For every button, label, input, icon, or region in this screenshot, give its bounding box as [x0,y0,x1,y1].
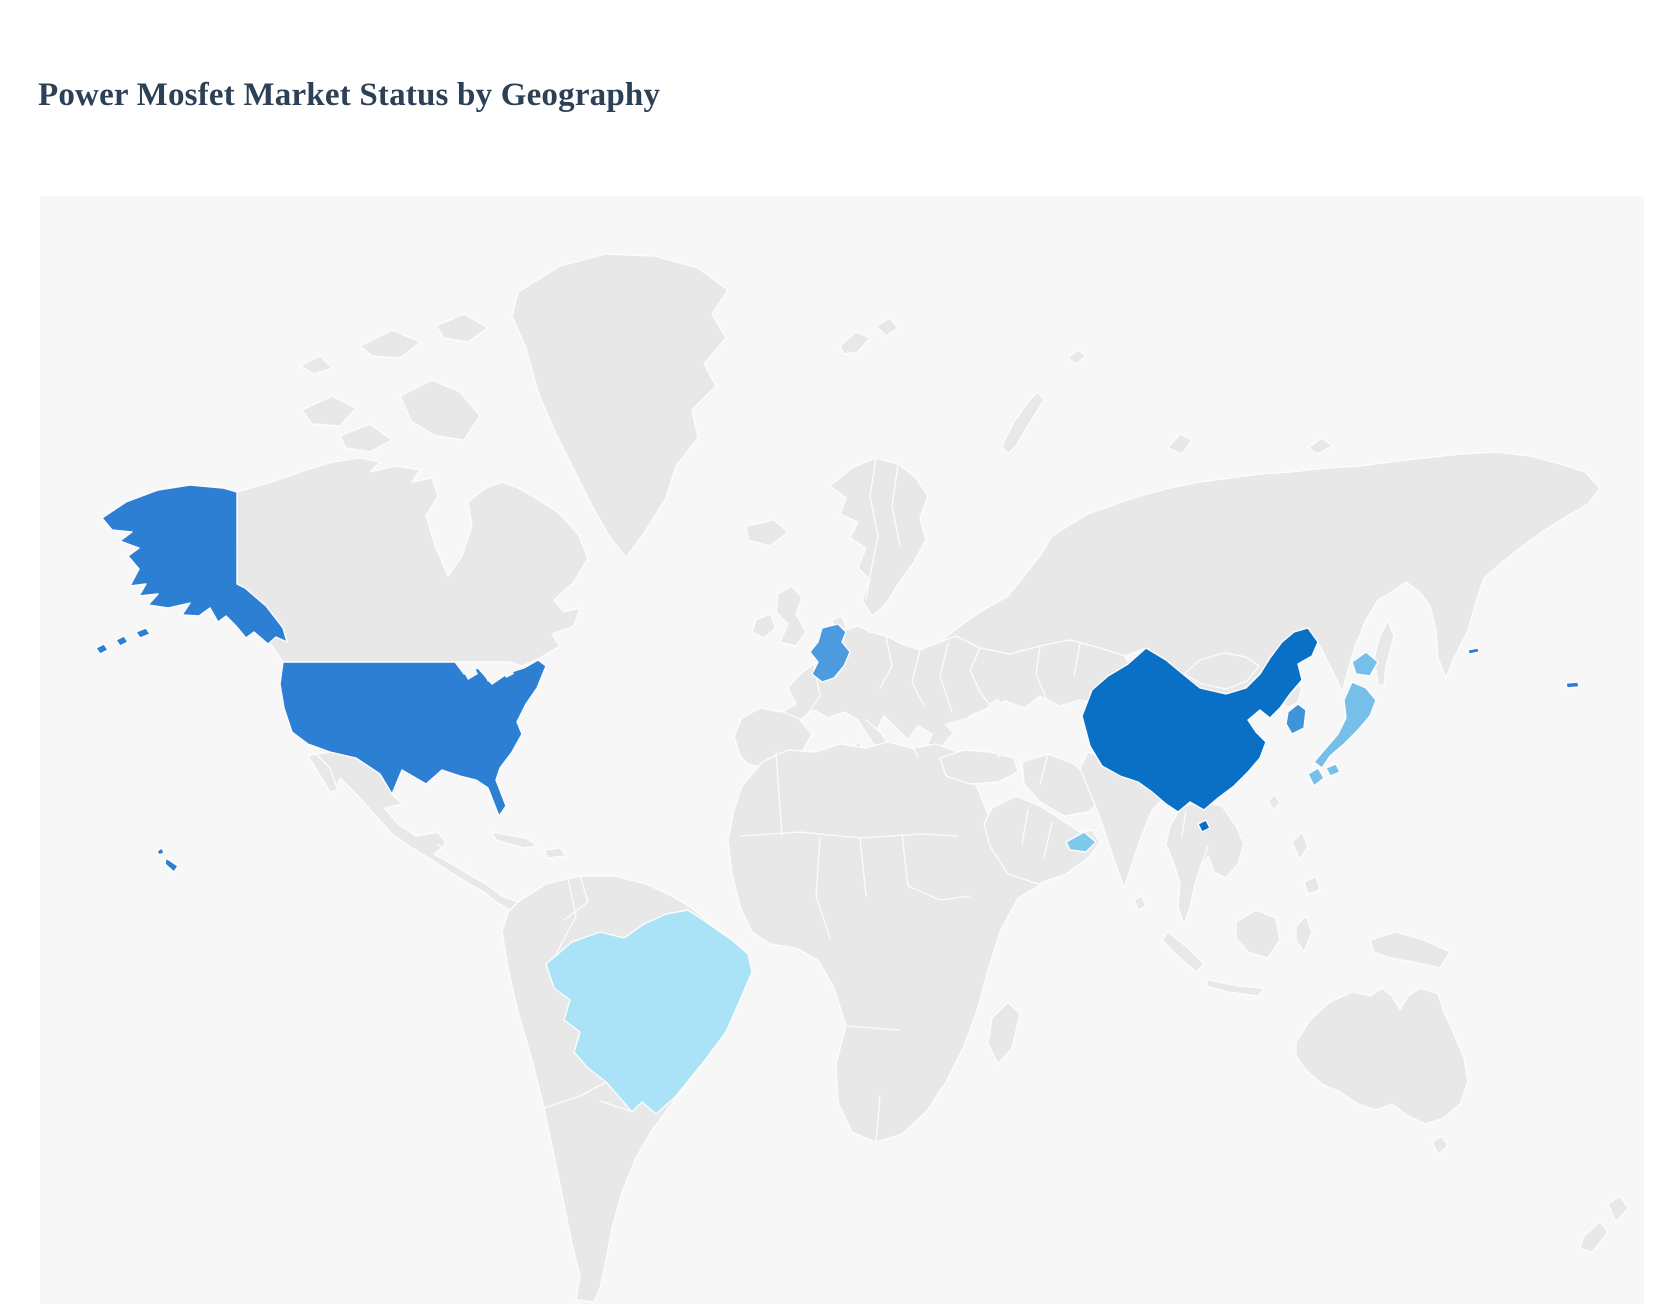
island-new-siberian [1307,437,1333,455]
country-iceland [745,519,789,547]
region-europe-mainland [733,625,999,769]
country-china[interactable] [1081,627,1319,813]
inland-water [886,614,1008,758]
region-arabian-peninsula [983,795,1101,885]
country-japan-kyushu[interactable] [1307,767,1325,787]
country-greenland [511,253,729,559]
country-united-kingdom [775,585,807,647]
island-hispaniola [543,847,567,859]
country-usa-alaska[interactable] [101,484,288,645]
country-mongolia [1183,652,1260,690]
island-arctic-small [299,355,333,375]
black-sea [944,718,986,738]
island-banks [301,395,357,427]
caspian-sea [988,698,1008,758]
country-usa-mainland[interactable] [279,659,547,817]
great-lakes [460,662,514,682]
island-franz-josef [1067,349,1087,365]
island-tasmania [1431,1135,1449,1155]
usa-far-east-islets[interactable] [1467,647,1580,689]
country-australia [1295,987,1469,1125]
country-turkey [939,749,1019,785]
world-map [40,196,1644,1304]
island-nz-north [1607,1195,1629,1223]
island-java [1205,979,1265,997]
island-new-guinea [1369,931,1451,969]
china-hainan[interactable] [1197,819,1211,833]
island-mindanao [1303,875,1321,895]
island-sulawesi [1295,915,1313,953]
highlighted-countries [95,484,1580,1115]
geo-chart-panel [40,196,1644,1304]
country-ireland [751,613,777,639]
country-japan-shikoku[interactable] [1325,763,1341,777]
island-queen-elizabeth [435,313,489,343]
country-uae[interactable] [1065,831,1097,853]
island-borneo [1235,909,1281,959]
country-japan-hokkaido[interactable] [1351,651,1379,677]
region-baja [307,753,339,793]
baltic-sea [886,614,918,644]
island-severnaya-zemlya [1167,433,1193,455]
island-taiwan [1267,793,1281,811]
island-sumatra [1161,931,1205,973]
island-svalbard-2 [875,317,899,337]
continent-africa [727,741,1055,1143]
country-south-korea[interactable] [1285,703,1307,735]
island-svalbard [839,331,871,355]
island-sri-lanka [1133,895,1147,911]
island-ellesmere [359,329,421,359]
lake-east [502,666,514,678]
island-nz-south [1579,1221,1609,1253]
island-baffin [399,379,481,441]
region-scandinavia [829,457,929,617]
island-cuba [491,831,539,849]
island-novaya-zemlya [1001,391,1045,455]
country-brazil[interactable] [545,909,753,1115]
country-borders [437,457,1209,1143]
page-title: Power Mosfet Market Status by Geography [38,77,661,113]
island-victoria [339,423,393,453]
country-germany[interactable] [809,623,851,683]
usa-aleutian-islands[interactable] [95,627,151,655]
island-sakhalin [1373,619,1395,687]
country-usa-hawaii[interactable] [156,847,179,873]
lake-mid [480,664,500,682]
island-luzon [1291,831,1309,861]
island-madagascar [987,1001,1021,1065]
country-japan-honshu[interactable] [1313,681,1377,769]
country-canada [236,457,589,667]
lake-west [460,662,478,680]
